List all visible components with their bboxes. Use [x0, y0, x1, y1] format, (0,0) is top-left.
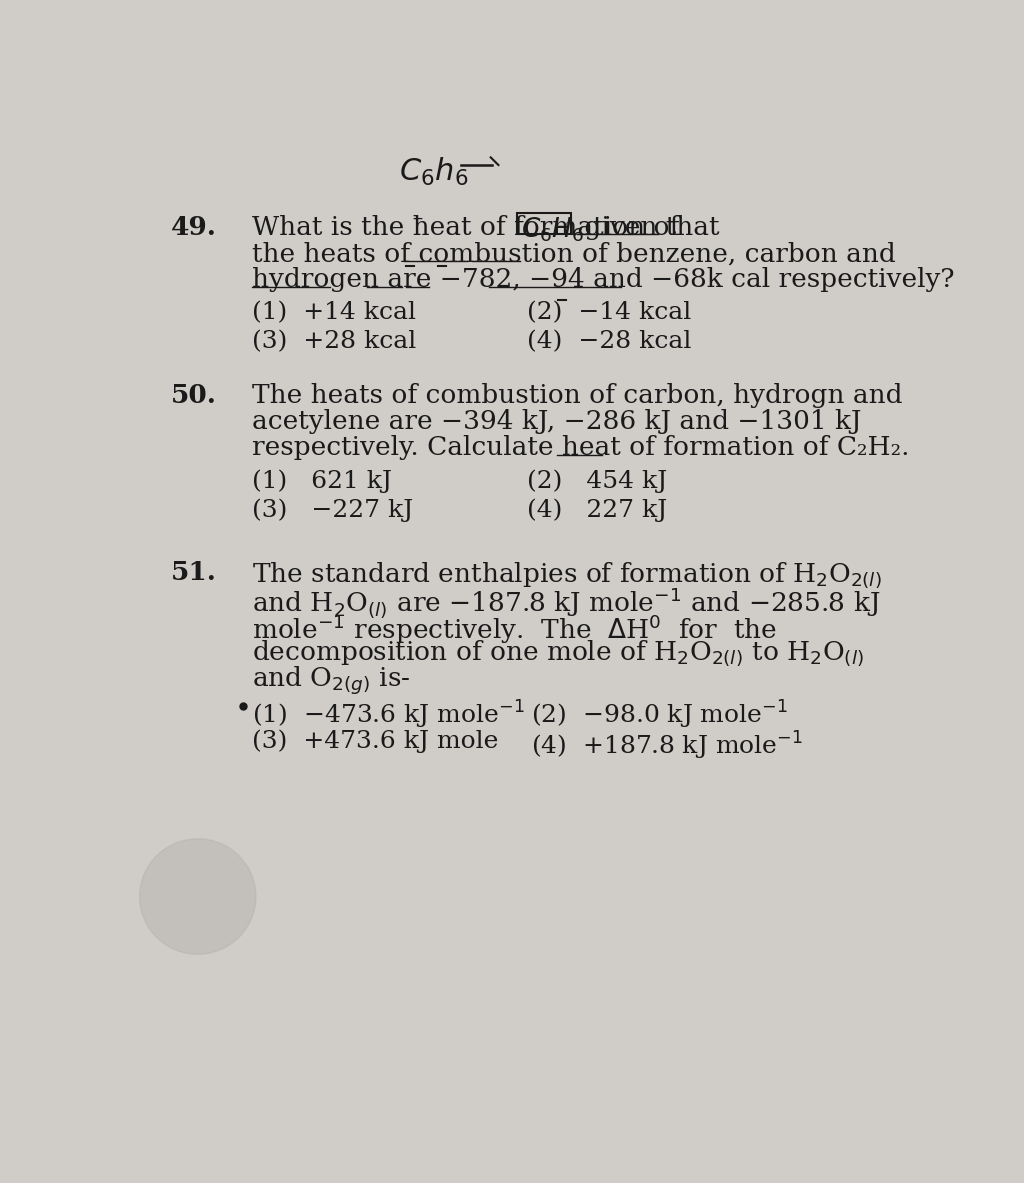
- Text: given that: given that: [575, 215, 720, 240]
- Text: 51.: 51.: [171, 560, 216, 586]
- Text: (3)  +473.6 kJ mole: (3) +473.6 kJ mole: [252, 730, 499, 754]
- Text: (2)  −14 kcal: (2) −14 kcal: [527, 302, 691, 324]
- Text: 49.: 49.: [171, 215, 216, 240]
- Text: (1)   621 kJ: (1) 621 kJ: [252, 470, 392, 493]
- Text: (4)  −28 kcal: (4) −28 kcal: [527, 330, 691, 354]
- Text: The standard enthalpies of formation of H$_2$O$_{2(l)}$: The standard enthalpies of formation of …: [252, 560, 882, 590]
- Text: mole$^{-1}$ respectively.  The  $\Delta$H$^{0}$  for  the: mole$^{-1}$ respectively. The $\Delta$H$…: [252, 613, 777, 646]
- Text: (3)  +28 kcal: (3) +28 kcal: [252, 330, 416, 354]
- Text: decomposition of one mole of H$_2$O$_{2(l)}$ to H$_2$O$_{(l)}$: decomposition of one mole of H$_2$O$_{2(…: [252, 639, 864, 668]
- Text: (4)   227 kJ: (4) 227 kJ: [527, 498, 668, 522]
- Text: and O$_{2(g)}$ is-: and O$_{2(g)}$ is-: [252, 665, 411, 697]
- Text: (2)  $-$98.0 kJ mole$^{-1}$: (2) $-$98.0 kJ mole$^{-1}$: [531, 699, 787, 731]
- Text: (1)  $-$473.6 kJ mole$^{-1}$: (1) $-$473.6 kJ mole$^{-1}$: [252, 699, 525, 731]
- Text: $C_6H_6$: $C_6H_6$: [521, 215, 585, 244]
- Text: (4)  +187.8 kJ mole$^{-1}$: (4) +187.8 kJ mole$^{-1}$: [531, 730, 803, 762]
- Text: What is the ħeat of formation of: What is the ħeat of formation of: [252, 215, 688, 240]
- Text: $C_6 h_6$: $C_6 h_6$: [399, 156, 469, 188]
- Text: (2)   454 kJ: (2) 454 kJ: [527, 470, 668, 493]
- Text: acetylene are −394 kJ, −286 kJ and −1301 kJ: acetylene are −394 kJ, −286 kJ and −1301…: [252, 409, 861, 434]
- Text: the heats of combustion of benzene, carbon and: the heats of combustion of benzene, carb…: [252, 241, 896, 266]
- Text: hydrogen are −782, −94 and −68k cal respectively?: hydrogen are −782, −94 and −68k cal resp…: [252, 267, 954, 292]
- Text: The heats of combustion of carbon, hydrogn and: The heats of combustion of carbon, hydro…: [252, 383, 902, 408]
- Circle shape: [139, 839, 256, 955]
- Text: and H$_2$O$_{(l)}$ are $-$187.8 kJ mole$^{-1}$ and $-$285.8 kJ: and H$_2$O$_{(l)}$ are $-$187.8 kJ mole$…: [252, 587, 881, 620]
- Text: (3)   −227 kJ: (3) −227 kJ: [252, 498, 414, 522]
- Text: (1)  +14 kcal: (1) +14 kcal: [252, 302, 416, 324]
- Text: respectively. Calculate heat of formation of C₂H₂.: respectively. Calculate heat of formatio…: [252, 435, 909, 460]
- Text: 50.: 50.: [171, 383, 216, 408]
